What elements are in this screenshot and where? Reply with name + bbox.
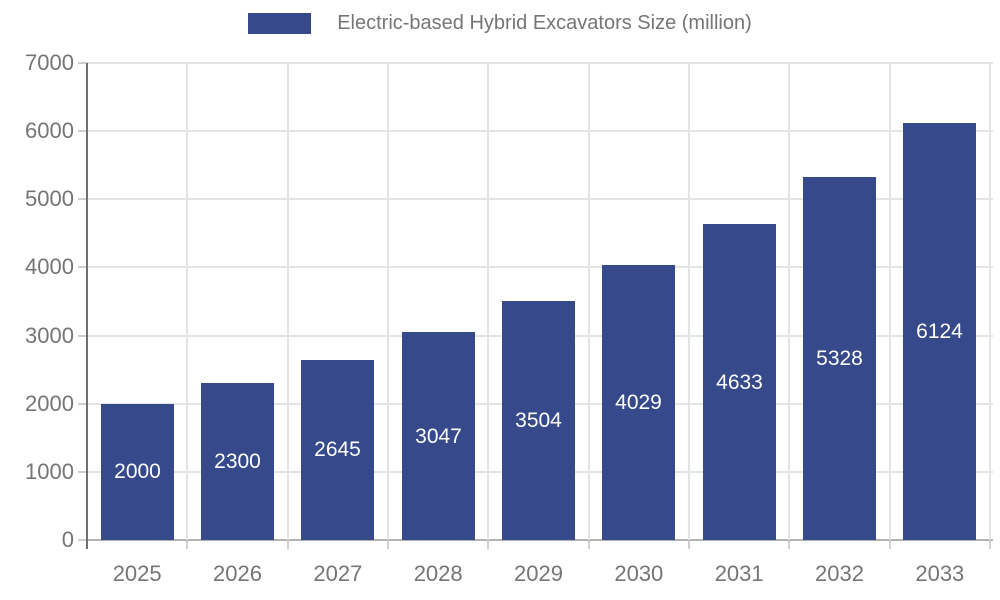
vertical-gridline xyxy=(587,63,590,540)
vertical-gridline xyxy=(788,63,791,540)
legend: Electric-based Hybrid Excavators Size (m… xyxy=(0,12,1000,35)
bar-value-label: 3504 xyxy=(515,409,562,433)
y-tick-mark xyxy=(78,62,87,64)
bar: 5328 xyxy=(803,176,876,540)
x-tick-mark xyxy=(186,541,189,549)
x-tick-mark xyxy=(286,541,289,549)
x-tick-mark xyxy=(587,541,590,549)
bar-value-label: 2300 xyxy=(214,450,261,474)
vertical-gridline xyxy=(888,63,891,540)
bar: 4029 xyxy=(602,265,675,540)
bar-value-label: 2000 xyxy=(114,460,161,484)
x-tick-label: 2033 xyxy=(915,561,965,586)
y-tick-label: 0 xyxy=(61,527,74,552)
y-tick-label: 3000 xyxy=(25,322,74,348)
vertical-gridline xyxy=(186,63,189,540)
x-tick-label: 2032 xyxy=(815,561,864,586)
bar: 2000 xyxy=(101,403,174,540)
x-tick-label: 2031 xyxy=(714,561,764,586)
bar: 4633 xyxy=(703,224,776,540)
y-axis-spine xyxy=(86,63,88,549)
y-tick-label: 1000 xyxy=(25,458,74,484)
y-tick-label: 5000 xyxy=(25,186,74,212)
bar-value-label: 4029 xyxy=(615,391,662,415)
y-tick-mark xyxy=(78,198,87,201)
x-tick-label: 2025 xyxy=(112,561,162,586)
x-tick-label: 2027 xyxy=(313,561,363,586)
bar: 2300 xyxy=(201,383,274,540)
horizontal-gridline xyxy=(87,198,993,201)
y-tick-label: 6000 xyxy=(25,118,74,144)
x-tick-mark xyxy=(888,541,891,549)
y-tick-mark xyxy=(78,539,87,541)
x-tick-label: 2029 xyxy=(514,561,563,586)
y-tick-label: 2000 xyxy=(25,390,74,416)
vertical-gridline xyxy=(286,63,289,540)
vertical-gridline xyxy=(989,63,991,540)
horizontal-gridline xyxy=(87,62,993,64)
y-tick-label: 4000 xyxy=(25,254,74,280)
bar-value-label: 2645 xyxy=(314,438,361,462)
bar-value-label: 5328 xyxy=(816,346,863,370)
bar: 3047 xyxy=(402,332,475,540)
y-tick-mark xyxy=(78,402,87,405)
legend-swatch xyxy=(248,13,312,34)
bar-value-label: 6124 xyxy=(916,319,963,343)
bar: 2645 xyxy=(301,359,374,540)
x-tick-label: 2026 xyxy=(213,561,262,586)
x-tick-mark xyxy=(688,541,690,549)
vertical-gridline xyxy=(487,63,490,540)
bar: 3504 xyxy=(502,301,575,540)
x-tick-mark xyxy=(487,541,490,549)
y-tick-label: 7000 xyxy=(25,50,74,75)
bar-value-label: 3047 xyxy=(415,424,462,448)
bar-value-label: 4633 xyxy=(716,370,763,394)
y-tick-mark xyxy=(78,470,87,473)
vertical-gridline xyxy=(387,63,389,540)
bar: 6124 xyxy=(903,122,976,540)
x-tick-mark xyxy=(387,541,389,549)
x-tick-label: 2028 xyxy=(413,561,463,586)
x-tick-mark xyxy=(989,541,991,549)
x-tick-mark xyxy=(788,541,791,549)
vertical-gridline xyxy=(688,63,690,540)
y-tick-mark xyxy=(78,334,87,337)
horizontal-gridline xyxy=(87,130,993,133)
horizontal-gridline xyxy=(87,266,993,269)
legend-label: Electric-based Hybrid Excavators Size (m… xyxy=(337,12,752,34)
y-tick-mark xyxy=(78,130,87,133)
x-tick-label: 2030 xyxy=(614,561,664,586)
y-tick-mark xyxy=(78,266,87,269)
x-axis-line xyxy=(87,539,993,541)
